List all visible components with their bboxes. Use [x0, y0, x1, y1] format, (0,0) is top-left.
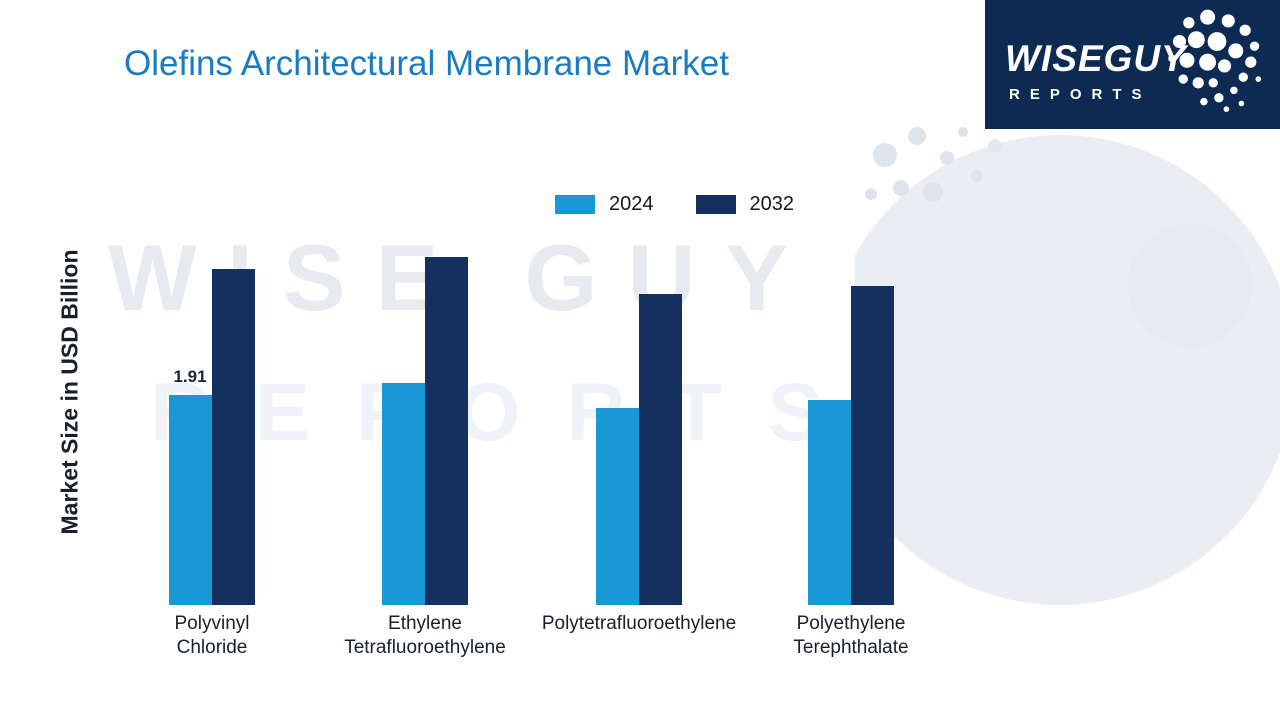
bar-2024-1: [169, 395, 212, 605]
logo-subtitle-text: REPORTS: [1009, 86, 1152, 103]
bar-2032-1: [212, 269, 255, 605]
legend-label-2032: 2032: [749, 193, 795, 215]
bar-group-2: [382, 257, 468, 605]
logo-brand-text: WISEGUY: [1005, 38, 1187, 79]
bar-2024-2: [382, 383, 425, 605]
logo: WISEGUY REPORTS: [985, 0, 1280, 129]
bar-group-3: [596, 294, 682, 605]
bar-2032-2: [425, 257, 468, 605]
bar-2032-3: [639, 294, 682, 605]
legend-swatch-2032: [695, 195, 736, 214]
bar-group-1: [169, 269, 255, 605]
logo-face-icon: [1168, 9, 1262, 112]
bar-2024-4: [808, 400, 851, 605]
legend-label-2024: 2024: [609, 193, 654, 215]
category-label-1: Polyvinyl Chloride: [174, 613, 250, 658]
bar-2024-3: [596, 408, 639, 605]
legend-swatch-2024: [555, 195, 595, 214]
page-title: Olefins Architectural Membrane Market: [124, 44, 729, 83]
bar-value-label: 1.91: [173, 367, 207, 386]
category-label-4: Polyethylene Terephthalate: [793, 613, 909, 658]
category-label-3: Polytetrafluoroethylene: [541, 613, 737, 634]
bar-2032-4: [851, 286, 894, 605]
legend: 2024 2032: [555, 193, 794, 216]
category-label-2: Ethylene Tetrafluoroethylene: [344, 613, 506, 658]
plot-area: 1.91: [0, 253, 1280, 605]
bar-group-4: [808, 286, 894, 605]
